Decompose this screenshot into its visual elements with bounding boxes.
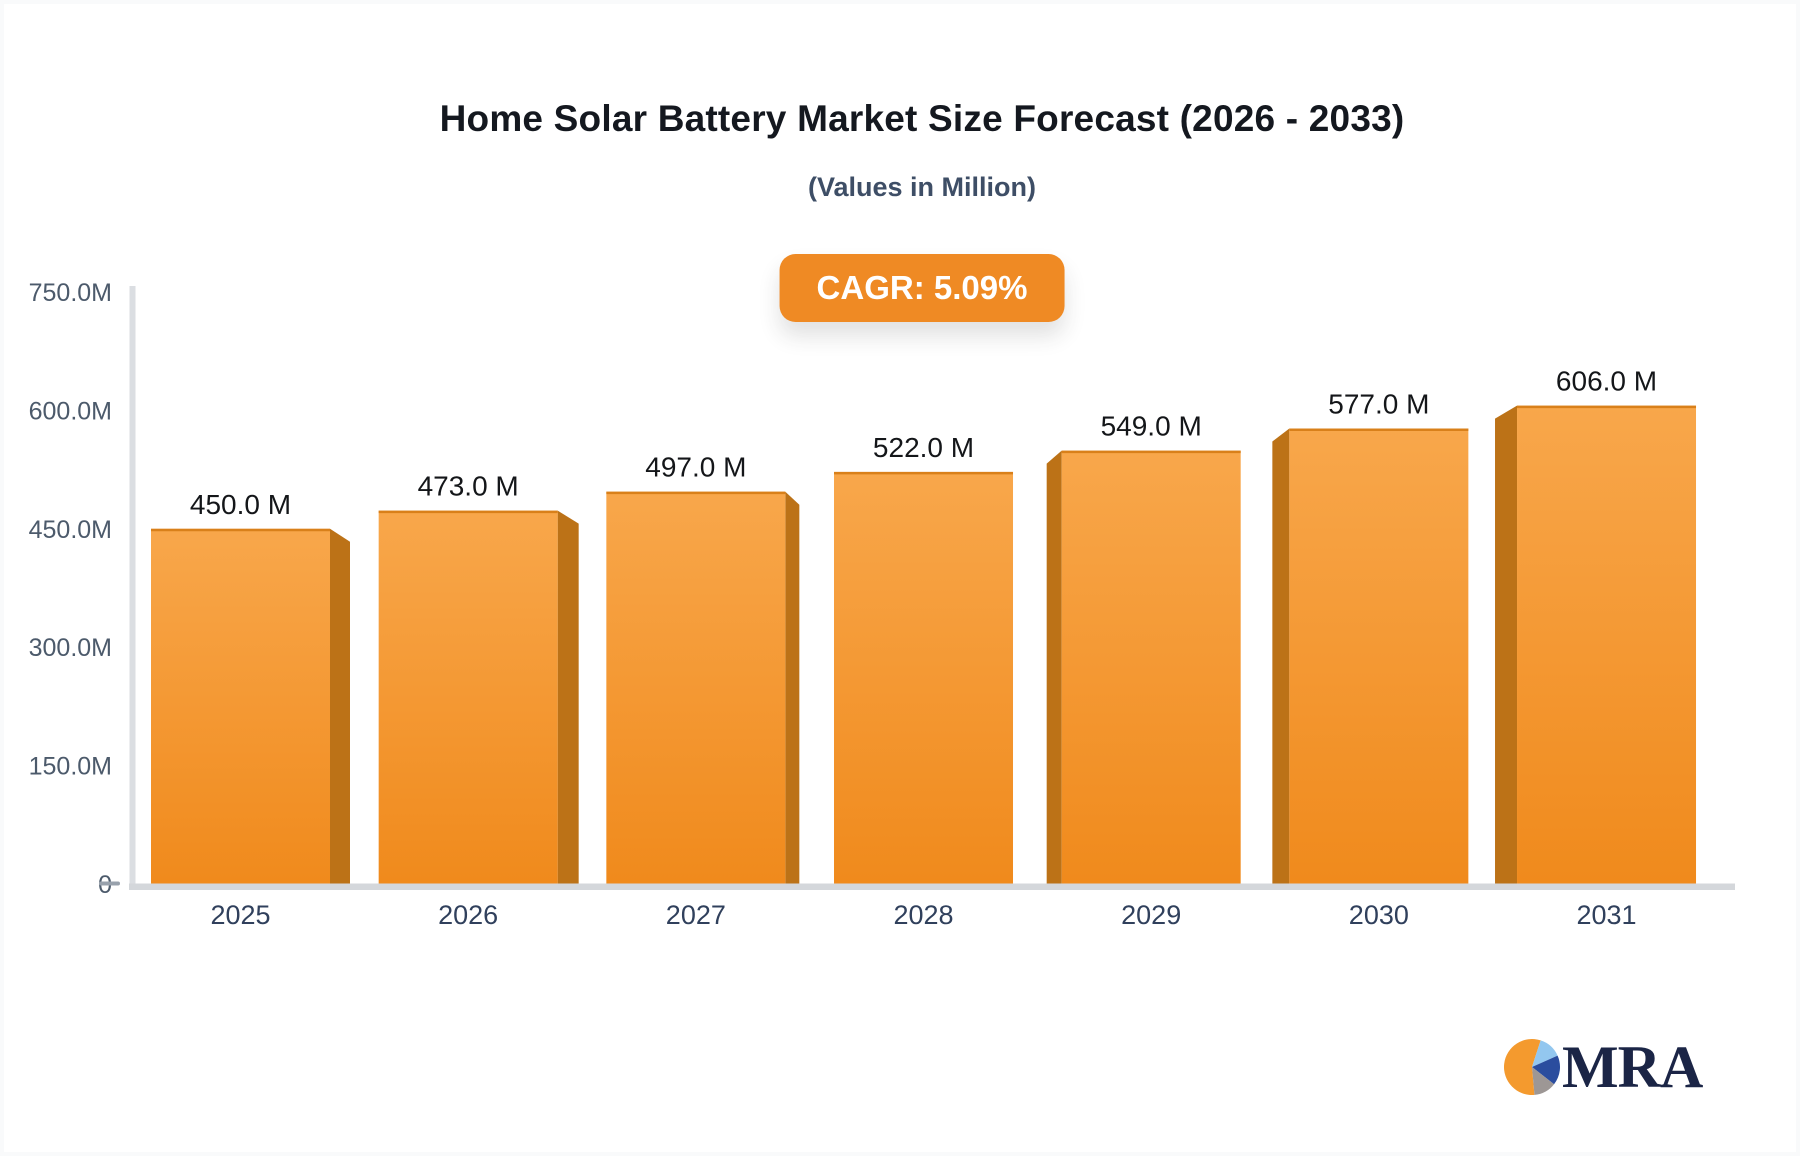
bar-value-label: 450.0 M: [190, 489, 291, 520]
y-axis-tick-label: 300.0M: [29, 634, 112, 662]
x-axis-label: 2031: [1576, 900, 1636, 930]
x-axis-label: 2030: [1349, 900, 1409, 930]
x-axis-label: 2026: [438, 900, 498, 930]
bar-side-face: [1046, 450, 1062, 884]
bar-value-label: 473.0 M: [418, 471, 519, 502]
bar-2028: [834, 471, 1014, 884]
bar-face: [834, 471, 1014, 884]
pie-slice: [1532, 1067, 1555, 1095]
y-axis-line: [129, 286, 136, 884]
pie-slice: [1532, 1040, 1558, 1067]
bar-side-face: [1495, 405, 1518, 884]
bar-side-face: [557, 510, 579, 884]
chart-subtitle: (Values in Million): [807, 172, 1037, 202]
pie-chart-icon: [1503, 1038, 1560, 1095]
x-axis-label: 2028: [893, 900, 953, 930]
x-axis-label: 2029: [1121, 900, 1181, 930]
mra-logo: MRA: [1503, 1034, 1703, 1100]
bar-value-label: 577.0 M: [1328, 389, 1429, 420]
bar-side-face: [330, 528, 350, 884]
x-axis-label: 2027: [666, 900, 726, 930]
pie-slice: [1532, 1055, 1560, 1085]
y-axis-tick-label: 150.0M: [29, 753, 112, 781]
bar-face: [378, 510, 558, 884]
y-axis-tick-label: 750.0M: [29, 279, 112, 307]
bar-value-label: 606.0 M: [1556, 366, 1657, 397]
bar-face: [151, 528, 330, 884]
bar-face: [1517, 405, 1697, 884]
bar-2027: [606, 491, 800, 884]
bar-2026: [378, 510, 579, 884]
bar-2031: [1495, 405, 1697, 884]
x-axis-line: [129, 883, 1735, 890]
bar-2029: [1046, 450, 1241, 884]
bar-face: [1289, 428, 1469, 884]
bar-2025: [151, 528, 350, 884]
y-axis-tick-label: 600.0M: [29, 397, 112, 425]
y-axis-tick-label: 450.0M: [29, 516, 112, 544]
y-axis-tick-mark: [99, 881, 120, 886]
pie-slice: [1503, 1038, 1541, 1095]
bar-2030: [1272, 428, 1469, 884]
chart-title: Home Solar Battery Market Size Forecast …: [439, 98, 1405, 139]
bar-face: [606, 491, 786, 884]
bar-value-label: 522.0 M: [873, 432, 974, 463]
x-axis-label: 2025: [210, 900, 270, 930]
bar-value-label: 497.0 M: [645, 452, 746, 483]
bar-side-face: [785, 491, 800, 884]
bar-side-face: [1272, 428, 1290, 884]
mra-logo-text: MRA: [1562, 1034, 1703, 1100]
cagr-badge-label: CAGR: 5.09%: [816, 269, 1028, 306]
bar-face: [1061, 450, 1241, 884]
cagr-badge: CAGR: 5.09%: [779, 254, 1065, 322]
bar-value-label: 549.0 M: [1101, 411, 1202, 442]
